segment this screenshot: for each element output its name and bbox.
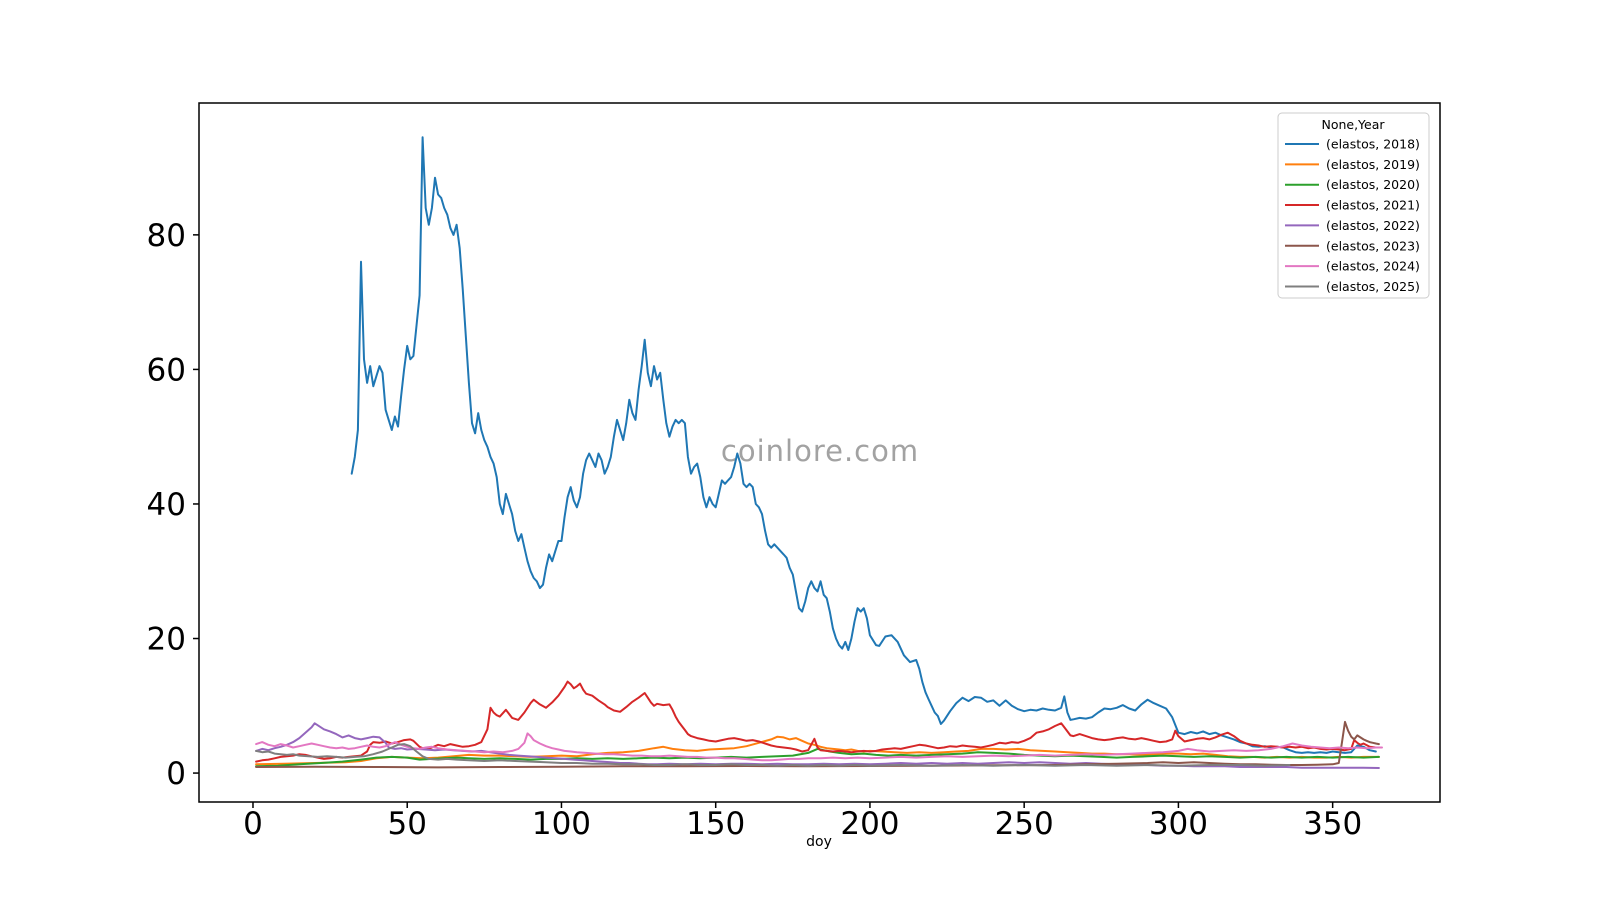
legend: None,Year (elastos, 2018) (elastos, 2019)… [1277, 112, 1430, 299]
x-tick-label: 350 [1303, 806, 1362, 842]
legend-label: (elastos, 2018) [1326, 137, 1420, 152]
x-tick-label: 50 [387, 806, 426, 842]
y-tick-label: 0 [166, 756, 186, 792]
legend-label: (elastos, 2025) [1326, 279, 1420, 294]
series-line-2021 [255, 680, 1377, 763]
plot-border [198, 102, 1441, 803]
x-axis-ticks: 0 50 100 150 200 250 300 350 [243, 802, 1362, 842]
legend-label: (elastos, 2022) [1326, 218, 1420, 233]
y-tick-label: 20 [147, 622, 186, 658]
y-tick-label: 40 [147, 487, 186, 523]
legend-label: (elastos, 2023) [1326, 238, 1420, 253]
y-axis-ticks: 0 20 40 60 80 [147, 218, 199, 792]
y-tick-label: 60 [147, 352, 186, 388]
legend-title: None,Year [1321, 117, 1385, 132]
series-line-2024 [255, 732, 1383, 762]
x-tick-label: 200 [840, 806, 899, 842]
legend-box [1277, 112, 1430, 299]
y-tick-label: 80 [147, 218, 186, 254]
x-tick-label: 100 [532, 806, 591, 842]
series-lines [255, 136, 1383, 769]
watermark-text: coinlore.com [721, 434, 919, 468]
series-line-2025 [255, 743, 1291, 767]
legend-rows: (elastos, 2018) (elastos, 2019) (elastos, … [1285, 137, 1420, 294]
x-tick-label: 300 [1149, 806, 1208, 842]
legend-label: (elastos, 2021) [1326, 198, 1420, 213]
legend-label: (elastos, 2020) [1326, 177, 1420, 192]
series-line-2018 [350, 136, 1377, 754]
x-tick-label: 250 [995, 806, 1054, 842]
legend-label: (elastos, 2024) [1326, 259, 1420, 274]
x-tick-label: 150 [686, 806, 745, 842]
x-axis-label: doy [806, 834, 832, 850]
legend-label: (elastos, 2019) [1326, 157, 1420, 172]
series-line-2023 [255, 720, 1380, 769]
x-tick-label: 0 [243, 806, 263, 842]
